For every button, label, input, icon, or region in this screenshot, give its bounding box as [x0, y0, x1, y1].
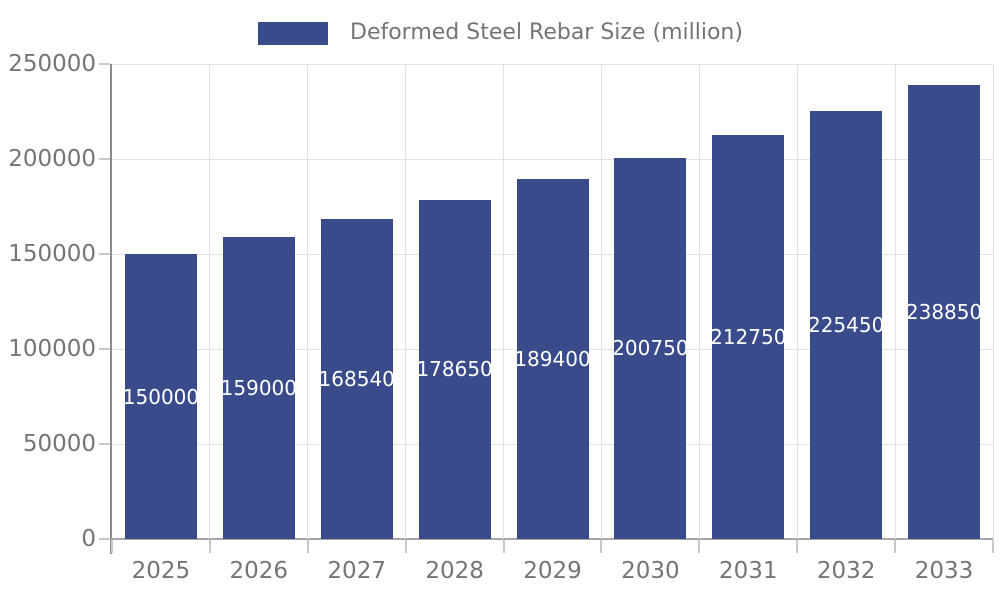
- bar-value-label: 200750: [614, 336, 687, 361]
- bar-value-label: 150000: [124, 384, 197, 409]
- bar[interactable]: 178650: [418, 199, 491, 539]
- bar-value-label: 225450: [810, 312, 883, 337]
- gridline-v: [503, 64, 505, 539]
- gridline-v: [307, 64, 309, 539]
- x-tick-label: 2029: [523, 558, 582, 584]
- y-tick-mark: [99, 253, 110, 255]
- y-tick-label: 150000: [8, 241, 96, 267]
- x-tick-mark: [208, 540, 211, 553]
- y-tick-mark: [99, 158, 110, 160]
- x-tick-label: 2033: [914, 558, 974, 584]
- y-tick-label: 100000: [8, 336, 96, 362]
- bar-value-label: 178650: [418, 357, 491, 382]
- x-tick-mark: [894, 540, 897, 553]
- plot-area: 0 50000 100000 150000 200000 250000 2025 150000…: [8, 51, 994, 584]
- y-tick-mark: [99, 348, 110, 350]
- x-tick-label: 2030: [621, 558, 680, 584]
- y-tick-label: 250000: [8, 51, 96, 77]
- bar-value-label: 159000: [222, 375, 295, 400]
- x-tick-label: 2032: [816, 558, 876, 584]
- gridline-v: [600, 64, 602, 539]
- bar[interactable]: 189400: [516, 179, 589, 539]
- y-tick-label: 200000: [8, 146, 96, 172]
- x-tick-mark: [698, 540, 701, 553]
- bar[interactable]: 212750: [712, 134, 785, 539]
- x-tick-label: 2025: [131, 558, 191, 584]
- legend-label: Deformed Steel Rebar Size (million): [350, 20, 743, 45]
- bar[interactable]: 200750: [614, 157, 687, 539]
- x-tick-label: 2031: [718, 558, 778, 584]
- legend-swatch: [258, 21, 328, 45]
- bar-value-label: 238850: [908, 300, 981, 325]
- y-tick-label: 0: [81, 526, 96, 552]
- bar[interactable]: 225450: [810, 110, 883, 539]
- gridline-v: [992, 64, 994, 539]
- y-tick-mark: [99, 63, 110, 65]
- bar[interactable]: 238850: [908, 85, 981, 539]
- gridline-h: [112, 158, 993, 160]
- x-tick-mark: [111, 540, 113, 553]
- y-axis-line: [110, 64, 112, 554]
- x-axis-line: [110, 538, 993, 540]
- gridline-v: [796, 64, 798, 539]
- gridline-h: [112, 63, 993, 65]
- x-tick-mark: [796, 540, 799, 553]
- x-tick-mark: [404, 540, 407, 553]
- x-tick-mark: [992, 540, 994, 553]
- x-tick-label: 2028: [425, 558, 484, 584]
- y-tick-mark: [99, 443, 110, 445]
- x-tick-mark: [502, 540, 505, 553]
- bar-value-label: 189400: [516, 347, 589, 372]
- legend-item[interactable]: Deformed Steel Rebar Size (million): [258, 20, 743, 46]
- bar[interactable]: 159000: [222, 236, 295, 539]
- x-tick-label: 2027: [327, 558, 386, 584]
- x-tick-mark: [600, 540, 603, 553]
- gridline-v: [894, 64, 896, 539]
- bar-value-label: 168540: [320, 366, 393, 391]
- y-tick-mark: [99, 538, 110, 540]
- x-tick-mark: [306, 540, 309, 553]
- y-tick-label: 50000: [22, 431, 96, 457]
- bar[interactable]: 150000: [124, 254, 197, 539]
- gridline-v: [209, 64, 211, 539]
- gridline-v: [405, 64, 407, 539]
- x-tick-label: 2026: [229, 558, 289, 584]
- bar[interactable]: 168540: [320, 218, 393, 539]
- bar-value-label: 212750: [712, 324, 785, 349]
- gridline-v: [698, 64, 700, 539]
